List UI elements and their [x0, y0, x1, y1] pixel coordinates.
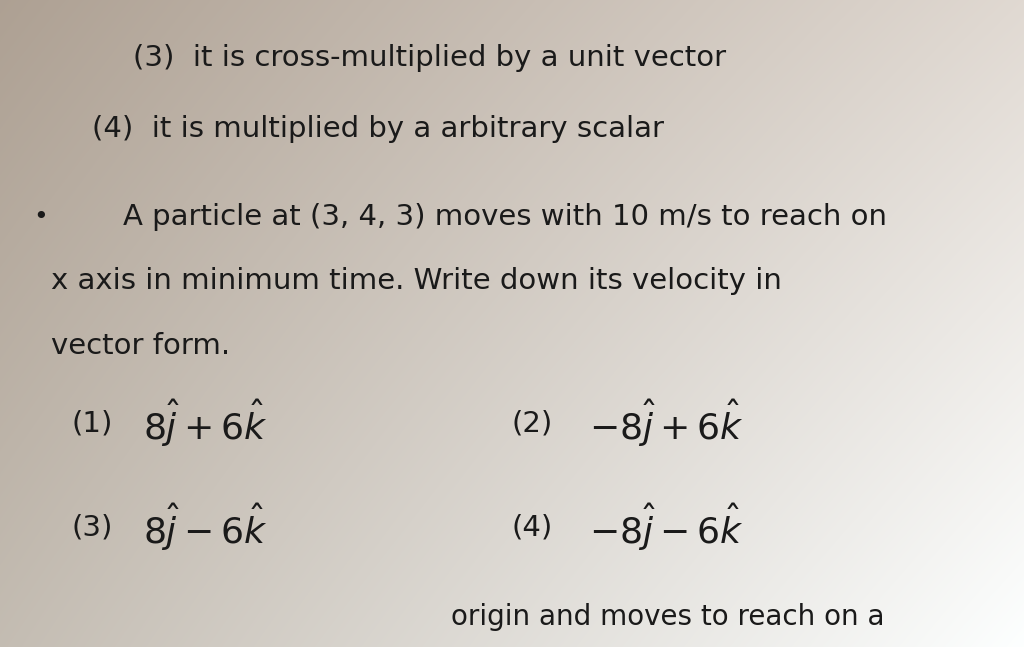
Text: $-8\hat{j} + 6\hat{k}$: $-8\hat{j} + 6\hat{k}$: [589, 399, 743, 449]
Text: vector form.: vector form.: [51, 332, 230, 360]
Text: (4)  it is multiplied by a arbitrary scalar: (4) it is multiplied by a arbitrary scal…: [92, 115, 665, 144]
Text: (4): (4): [512, 513, 553, 542]
Text: (1): (1): [72, 410, 113, 438]
Text: (3)  it is cross-multiplied by a unit vector: (3) it is cross-multiplied by a unit vec…: [133, 44, 726, 72]
Text: (3): (3): [72, 513, 113, 542]
Text: x axis in minimum time. Write down its velocity in: x axis in minimum time. Write down its v…: [51, 267, 782, 296]
Text: origin and moves to reach on a: origin and moves to reach on a: [451, 603, 884, 631]
Text: •: •: [34, 204, 48, 229]
Text: A particle at (3, 4, 3) moves with 10 m/s to reach on: A particle at (3, 4, 3) moves with 10 m/…: [123, 203, 887, 231]
Text: $8\hat{j} - 6\hat{k}$: $8\hat{j} - 6\hat{k}$: [143, 502, 268, 553]
Text: (2): (2): [512, 410, 553, 438]
Text: $-8\hat{j} - 6\hat{k}$: $-8\hat{j} - 6\hat{k}$: [589, 502, 743, 553]
Text: $8\hat{j} + 6\hat{k}$: $8\hat{j} + 6\hat{k}$: [143, 399, 268, 449]
